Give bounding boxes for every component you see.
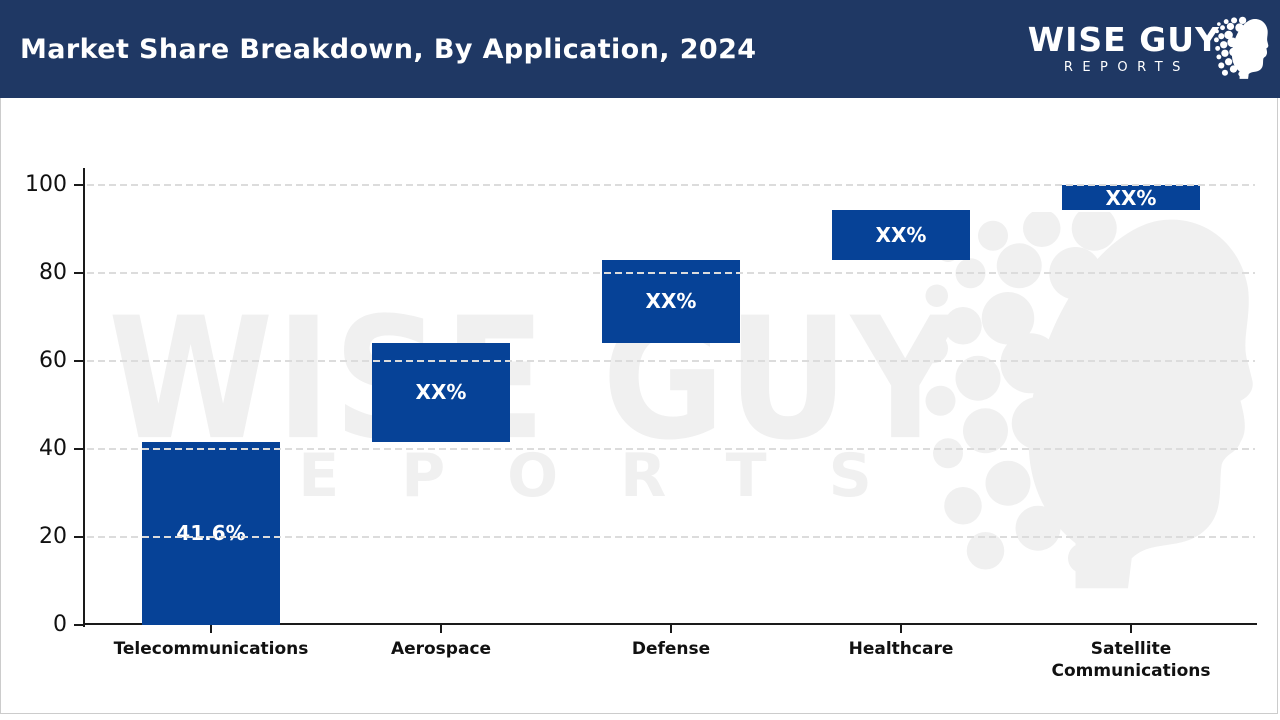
chart-title: Market Share Breakdown, By Application, … [20,33,757,65]
watermark-wordmark: WISE GUY [108,282,962,478]
bar-value-label: XX% [1105,185,1157,210]
watermark-reports: REPORTS [190,441,934,511]
logo-reports: REPORTS [1063,60,1190,75]
bar-satellite-communications: XX% [1062,185,1200,211]
bar-value-label: XX% [415,380,467,405]
x-tick-mark [440,625,442,633]
x-tick-mark [1130,625,1132,633]
gridline [87,184,1255,186]
bar-healthcare: XX% [832,210,970,260]
bar-value-label: 41.6% [176,521,246,546]
bar-aerospace: XX% [372,342,510,442]
gridline [87,536,1255,538]
watermark-head-icon [918,212,1253,589]
logo-text: WISE GUY REPORTS [1028,23,1220,75]
gridline [87,448,1255,450]
y-tick-label: 0 [53,612,67,637]
logo-wordmark: WISE GUY [1027,20,1220,59]
category-label-satellite-communications: Satellite Communications [1051,639,1211,682]
bar-telecommunications: 41.6% [142,441,280,625]
wiseguy-logo: WISE GUY REPORTS [1028,9,1280,89]
bar-value-label: XX% [645,289,697,314]
bar-value-label: XX% [875,222,927,247]
category-label-telecommunications: Telecommunications [113,639,309,659]
y-tick-mark [74,624,83,626]
x-tick-mark [670,625,672,633]
category-label-aerospace: Aerospace [390,639,492,659]
y-tick-mark [74,184,83,186]
category-label-defense: Defense [631,639,711,659]
y-tick-label: 100 [25,172,67,197]
y-tick-label: 80 [39,260,67,285]
gridline [87,360,1255,362]
y-tick-label: 20 [39,524,67,549]
y-tick-mark [74,536,83,538]
category-label-healthcare: Healthcare [848,639,954,659]
gridline [87,272,1255,274]
x-axis-line [83,623,1257,625]
y-tick-mark [74,448,83,450]
x-tick-mark [210,625,212,633]
header-bar: Market Share Breakdown, By Application, … [0,0,1280,98]
y-tick-mark [74,360,83,362]
y-tick-label: 60 [39,348,67,373]
y-axis-line [83,168,85,627]
logo-head-icon [1214,16,1269,79]
plot-area: 0 20 40 60 80 100 41.6% Telecommunications XX% Ae… [25,168,1257,681]
x-tick-mark [900,625,902,633]
y-tick-label: 40 [39,436,67,461]
y-tick-mark [74,272,83,274]
